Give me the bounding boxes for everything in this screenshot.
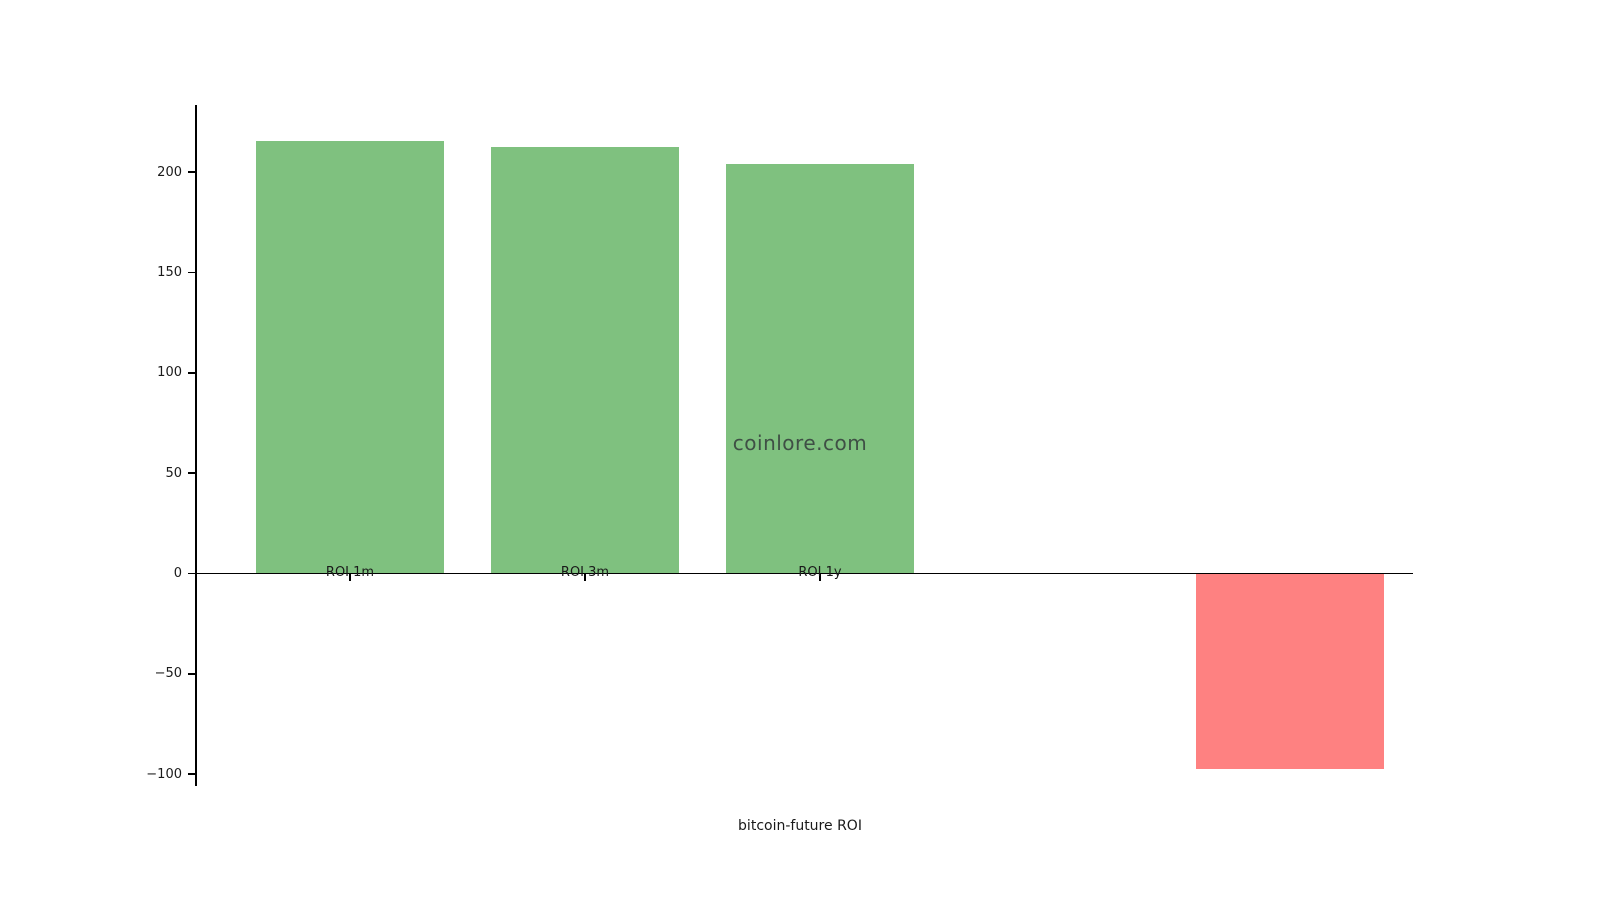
x-tick-label: ROI 1y [798, 565, 842, 580]
y-tick-mark [188, 773, 195, 775]
y-axis-spine [195, 105, 197, 786]
y-tick-label: 200 [157, 164, 182, 180]
y-tick-label: 50 [165, 465, 182, 481]
x-tick-label: ROI 1m [325, 565, 375, 580]
x-tick-label: ROI 3m [560, 565, 610, 580]
x-tick-mark [819, 573, 821, 581]
y-tick-label: 0 [173, 566, 182, 581]
y-tick-mark [188, 171, 195, 173]
y-tick-label: −100 [146, 766, 182, 782]
chart-bar-roi-3m [491, 147, 679, 574]
y-tick-label: 100 [157, 365, 182, 381]
y-tick-mark [188, 572, 195, 575]
chart-bar-roi-1m [256, 140, 444, 574]
x-axis-zero-line [195, 572, 1413, 575]
y-tick-mark [188, 372, 195, 374]
y-tick-label: 150 [157, 264, 182, 280]
watermark-text: coinlore.com [732, 431, 868, 455]
y-tick-mark [188, 472, 195, 474]
chart-bar-unlabeled-4 [1196, 573, 1384, 769]
y-tick-label: −50 [154, 666, 182, 682]
x-tick-mark [584, 573, 586, 581]
chart-bar-roi-1y [726, 164, 914, 574]
chart-title: bitcoin-future ROI [738, 818, 862, 834]
y-tick-mark [188, 673, 195, 675]
y-tick-mark [188, 271, 195, 274]
x-tick-mark [349, 573, 351, 581]
